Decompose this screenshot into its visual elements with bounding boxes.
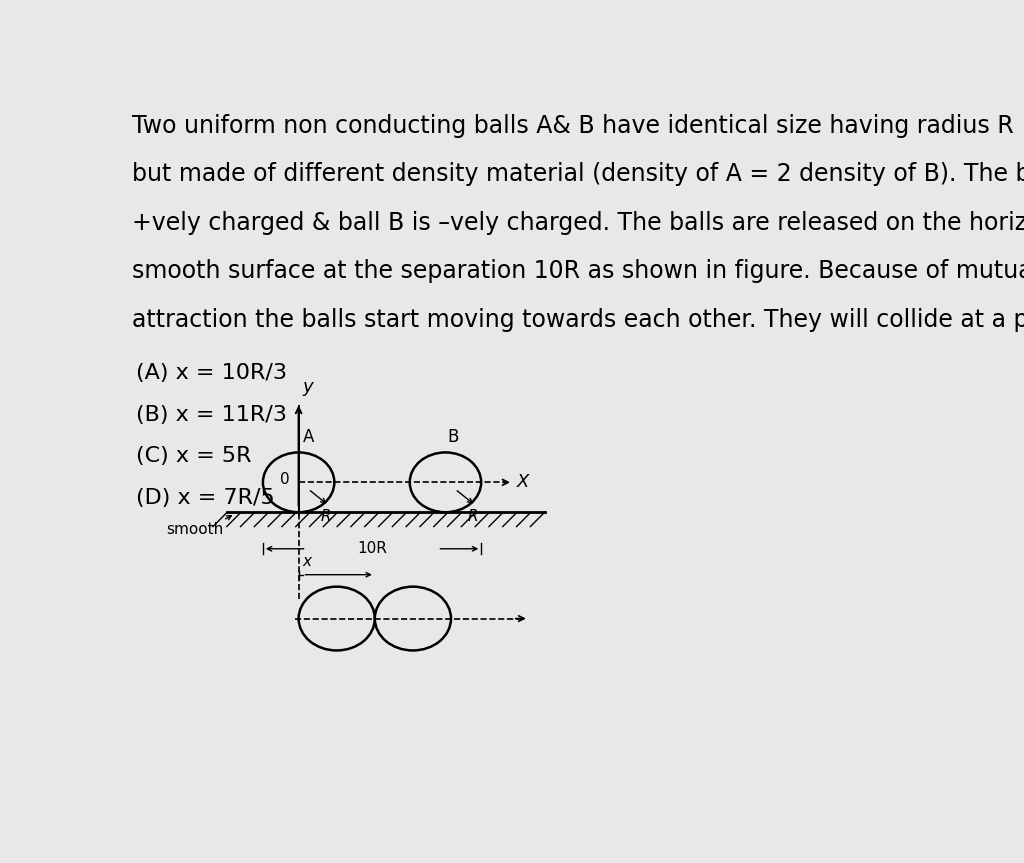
Text: 10R: 10R <box>357 541 387 557</box>
Text: R: R <box>321 509 332 524</box>
Text: smooth surface at the separation 10R as shown in figure. Because of mutual: smooth surface at the separation 10R as … <box>132 259 1024 283</box>
Text: A: A <box>303 428 314 446</box>
Text: y: y <box>303 378 313 396</box>
Text: Two uniform non conducting balls A& B have identical size having radius R: Two uniform non conducting balls A& B ha… <box>132 114 1014 137</box>
Text: X: X <box>517 473 529 491</box>
Text: R: R <box>468 509 478 524</box>
Text: (A) x = 10R/3: (A) x = 10R/3 <box>136 362 287 382</box>
Text: (C) x = 5R: (C) x = 5R <box>136 446 252 466</box>
Text: attraction the balls start moving towards each other. They will collide at a poi: attraction the balls start moving toward… <box>132 307 1024 331</box>
Text: +vely charged & ball B is –vely charged. The balls are released on the horizonta: +vely charged & ball B is –vely charged.… <box>132 211 1024 235</box>
Text: B: B <box>447 428 459 446</box>
Text: 0: 0 <box>280 471 289 487</box>
Text: smooth: smooth <box>166 522 223 537</box>
Text: (D) x = 7R/5: (D) x = 7R/5 <box>136 488 274 508</box>
Text: but made of different density material (density of A = 2 density of B). The ball: but made of different density material (… <box>132 162 1024 186</box>
Text: x: x <box>303 554 311 570</box>
Text: (B) x = 11R/3: (B) x = 11R/3 <box>136 405 287 425</box>
